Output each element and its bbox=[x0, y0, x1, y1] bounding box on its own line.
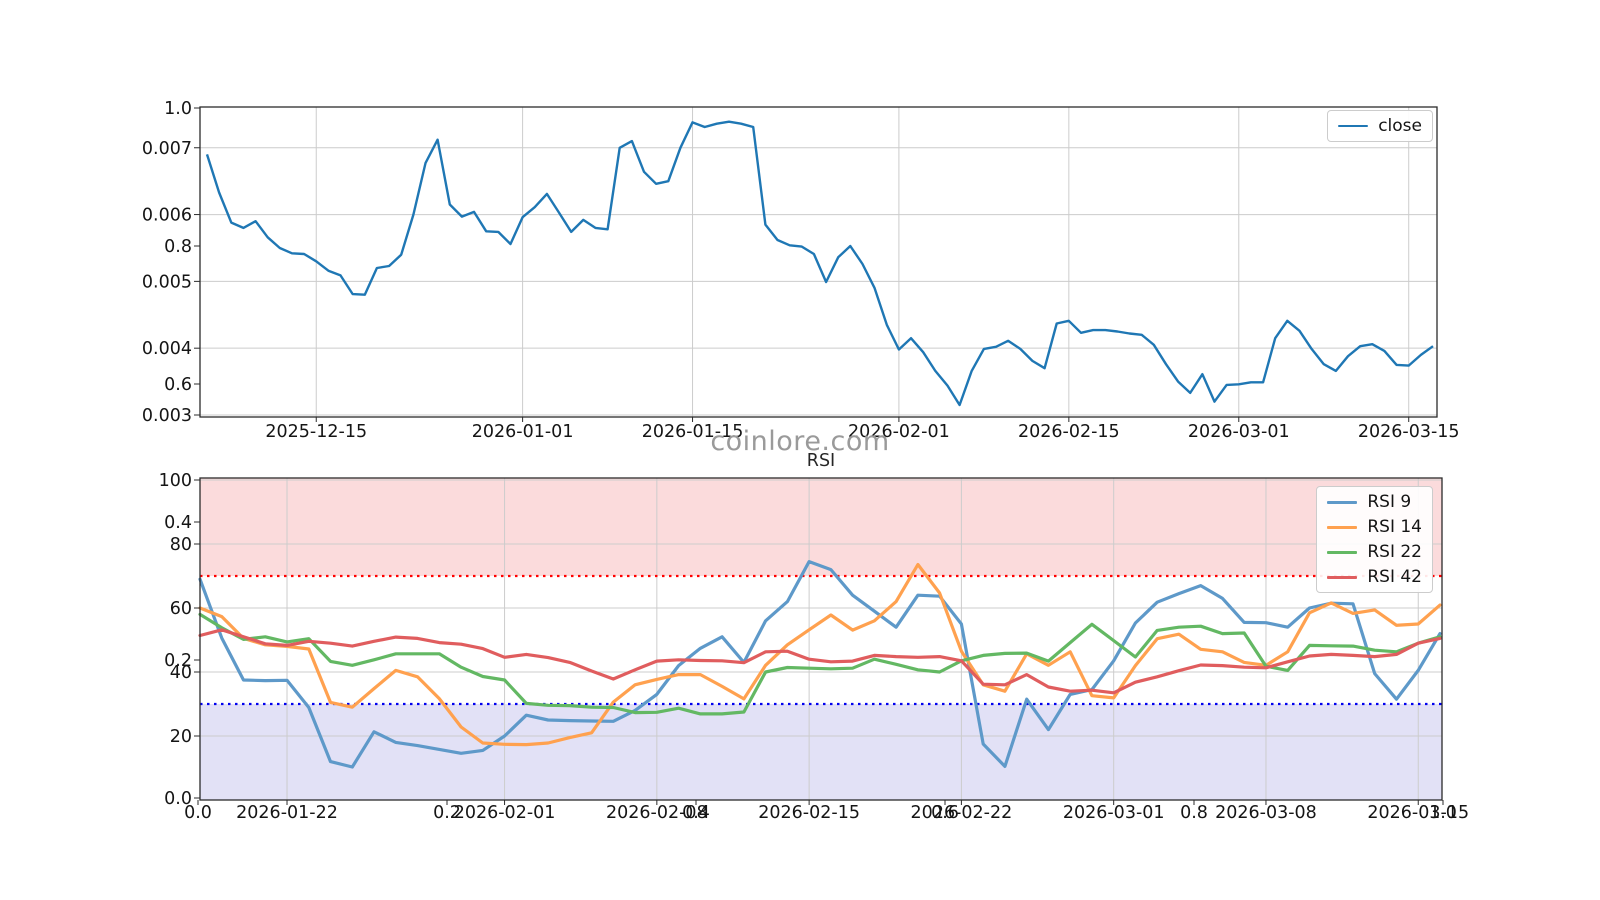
rsi-x-tick-label: 2026-03-01 bbox=[1063, 803, 1165, 823]
rsi-y-tick-label: 60 bbox=[170, 599, 192, 619]
rsi-chart-title: RSI bbox=[806, 451, 836, 471]
legend-item-close: close bbox=[1338, 116, 1422, 136]
rsi-x-tick-label: 2026-03-15 bbox=[1367, 803, 1469, 823]
price-x-tick-label: 2026-03-01 bbox=[1188, 422, 1290, 442]
price-x-tick-label: 2026-01-01 bbox=[472, 422, 574, 442]
rsi-plot-border bbox=[199, 477, 1443, 801]
price-y-tick-label: 0.007 bbox=[142, 139, 192, 159]
price-y-tick-label: 0.005 bbox=[142, 272, 192, 292]
legend-item-rsi-14: RSI 14 bbox=[1327, 517, 1422, 537]
rsi-9-line bbox=[198, 559, 1442, 769]
oversold-band bbox=[200, 704, 1442, 800]
rsi-x-tick-label: 2026-02-08 bbox=[606, 803, 708, 823]
price-y-tick-label: 0.006 bbox=[142, 206, 192, 226]
price-x-tick-label: 2026-03-15 bbox=[1358, 422, 1460, 442]
overbought-band bbox=[200, 478, 1442, 576]
price-x-tick-label: 2025-12-15 bbox=[265, 422, 367, 442]
fraction-y-tick-label: 0.0 bbox=[164, 789, 192, 809]
fraction-x-tick-label: 0.6 bbox=[931, 803, 959, 823]
rsi-14-swatch bbox=[1327, 525, 1358, 529]
fraction-y-tick-label: 0.2 bbox=[164, 651, 192, 671]
fraction-y-tick-label: 0.4 bbox=[164, 513, 192, 533]
rsi-22-line bbox=[198, 612, 1442, 716]
rsi-y-tick-label: 80 bbox=[170, 535, 192, 555]
legend-item-rsi-9: RSI 9 bbox=[1327, 492, 1422, 512]
legend-label-close: close bbox=[1378, 116, 1422, 136]
fraction-x-tick-label: 0.2 bbox=[433, 803, 461, 823]
price-chart: 2025-12-15 2026-01-01 2026-01-15 2026-02-01… bbox=[142, 99, 1460, 442]
legend-label-rsi-14: RSI 14 bbox=[1367, 517, 1422, 537]
legend-label-rsi-9: RSI 9 bbox=[1367, 492, 1412, 512]
rsi-x-tick-label: 2026-02-22 bbox=[911, 803, 1013, 823]
legend-label-rsi-22: RSI 22 bbox=[1367, 542, 1422, 562]
rsi-x-tick-label: 2026-02-01 bbox=[454, 803, 556, 823]
watermark: coinlore.com bbox=[710, 426, 890, 457]
fraction-x-tick-label: 0.4 bbox=[682, 803, 710, 823]
legend-item-rsi-42: RSI 42 bbox=[1327, 567, 1422, 587]
legend-item-rsi-22: RSI 22 bbox=[1327, 542, 1422, 562]
rsi-22-swatch bbox=[1327, 550, 1358, 554]
rsi-9-swatch bbox=[1327, 500, 1358, 504]
price-y-tick-label: 0.003 bbox=[142, 406, 192, 426]
close-line bbox=[205, 120, 1434, 407]
rsi-legend: RSI 9 RSI 14 RSI 22 RSI 42 bbox=[1316, 486, 1433, 593]
price-legend: close bbox=[1327, 110, 1433, 142]
price-x-tick-label: 2026-02-15 bbox=[1018, 422, 1120, 442]
fraction-x-tick-label: 0.8 bbox=[1180, 803, 1208, 823]
rsi-y-tick-label: 100 bbox=[159, 471, 192, 491]
price-x-tick-label: 2026-02-01 bbox=[848, 422, 950, 442]
legend-label-rsi-42: RSI 42 bbox=[1367, 567, 1422, 587]
price-plot-border bbox=[199, 106, 1438, 418]
close-line-swatch bbox=[1338, 124, 1369, 128]
rsi-chart: 2026-01-22 2026-02-01 2026-02-08 2026-02-15… bbox=[159, 471, 1470, 823]
fraction-x-tick-label: 1.0 bbox=[1429, 803, 1457, 823]
rsi-42-swatch bbox=[1327, 575, 1358, 579]
rsi-y-tick-label: 20 bbox=[170, 727, 192, 747]
rsi-x-tick-label: 2026-01-22 bbox=[236, 803, 338, 823]
fraction-y-tick-label: 0.8 bbox=[164, 237, 192, 257]
fraction-y-tick-label: 0.6 bbox=[164, 375, 192, 395]
rsi-14-line bbox=[198, 562, 1442, 747]
price-x-tick-label: 2026-01-15 bbox=[642, 422, 744, 442]
rsi-x-tick-label: 2026-02-15 bbox=[758, 803, 860, 823]
fraction-y-tick-label: 1.0 bbox=[164, 99, 192, 119]
fraction-x-tick-label: 0.0 bbox=[184, 803, 212, 823]
rsi-x-tick-label: 2026-03-08 bbox=[1215, 803, 1317, 823]
rsi-y-tick-label: 40 bbox=[170, 663, 192, 683]
price-y-tick-label: 0.004 bbox=[142, 339, 192, 359]
rsi-42-line bbox=[198, 628, 1442, 695]
